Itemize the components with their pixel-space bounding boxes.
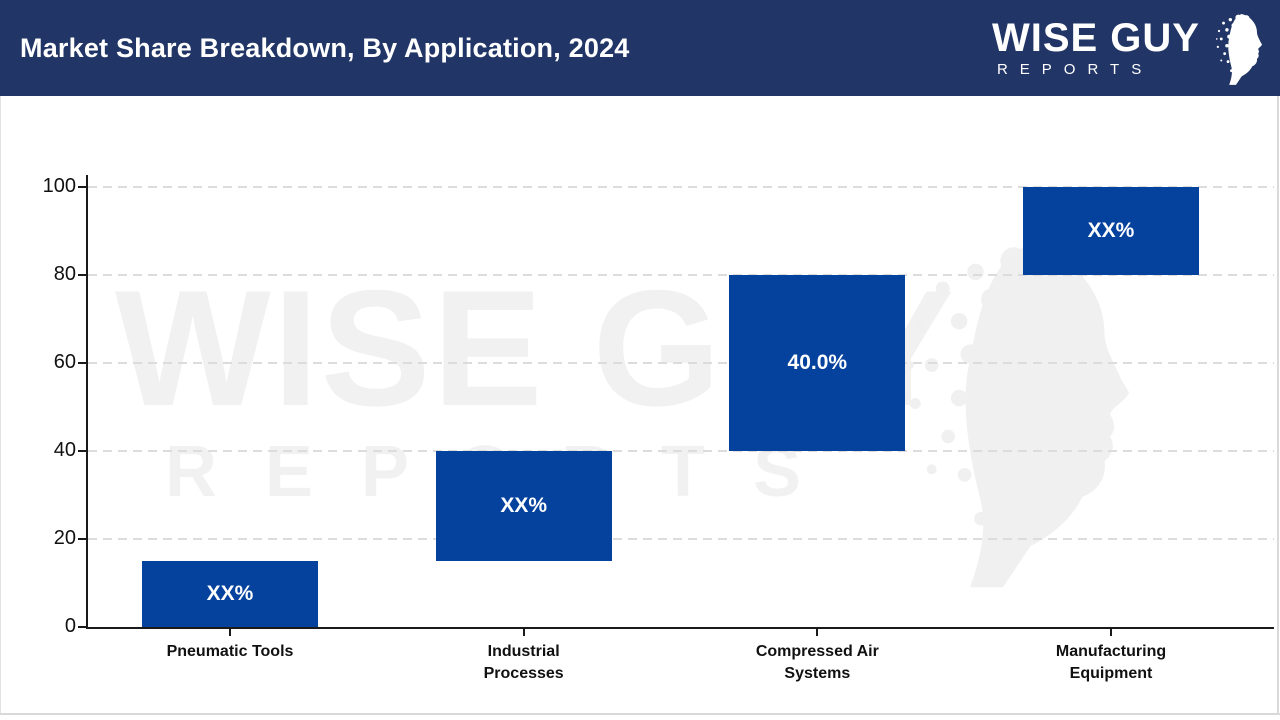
y-tick-label: 80	[53, 263, 76, 285]
bar: XX%	[142, 561, 318, 627]
bar-value-label: XX%	[1087, 219, 1135, 242]
y-tick-label: 40	[53, 439, 76, 461]
grid-line	[88, 186, 1274, 188]
bar-value-label: 40.0%	[787, 351, 848, 374]
brand-name: WISE GUY	[991, 16, 1200, 60]
y-tick-label: 20	[53, 527, 76, 549]
x-tick-mark	[1110, 629, 1112, 636]
bar: 40.0%	[729, 275, 906, 451]
wise-guy-head-icon	[1215, 14, 1263, 85]
header-bar: Market Share Breakdown, By Application, …	[0, 0, 1280, 96]
category-label: Pneumatic Tools	[166, 643, 294, 660]
y-tick-mark	[78, 538, 86, 540]
category-label: Compressed Air Systems	[755, 643, 879, 682]
bar: XX%	[435, 451, 612, 561]
page-border-right	[1277, 96, 1279, 715]
y-axis-line	[86, 175, 88, 629]
y-tick-mark	[78, 186, 86, 188]
brand-name-block: WISE GUY REPORTS	[992, 18, 1200, 78]
bar-value-label: XX%	[206, 582, 254, 605]
brand-subname: REPORTS	[996, 61, 1154, 78]
bar: XX%	[1023, 187, 1199, 275]
chart-canvas: WISE GUY REPORTS 020406080100XX%Pneumati…	[0, 96, 1280, 720]
y-tick-label: 0	[64, 615, 76, 637]
x-axis-line	[86, 627, 1274, 629]
grid-line	[88, 538, 1274, 540]
y-tick-label: 60	[53, 351, 76, 373]
y-tick-label: 100	[42, 175, 76, 197]
y-tick-mark	[78, 626, 86, 628]
x-tick-mark	[229, 629, 231, 636]
y-tick-mark	[78, 274, 86, 276]
grid-line	[88, 450, 1274, 452]
category-label: Manufacturing Equipment	[1055, 643, 1167, 682]
bar-value-label: XX%	[500, 494, 547, 517]
y-tick-mark	[78, 450, 86, 452]
page-border-left	[0, 96, 1, 715]
grid-line	[88, 362, 1274, 364]
x-tick-mark	[522, 629, 525, 636]
page-border-bottom	[0, 713, 1280, 715]
page-title: Market Share Breakdown, By Application, …	[20, 32, 630, 63]
x-tick-mark	[816, 629, 819, 636]
grid-line	[88, 274, 1274, 276]
brand-logo: WISE GUY REPORTS	[992, 9, 1270, 87]
y-tick-mark	[78, 362, 86, 364]
category-label: Industrial Processes	[483, 643, 564, 682]
